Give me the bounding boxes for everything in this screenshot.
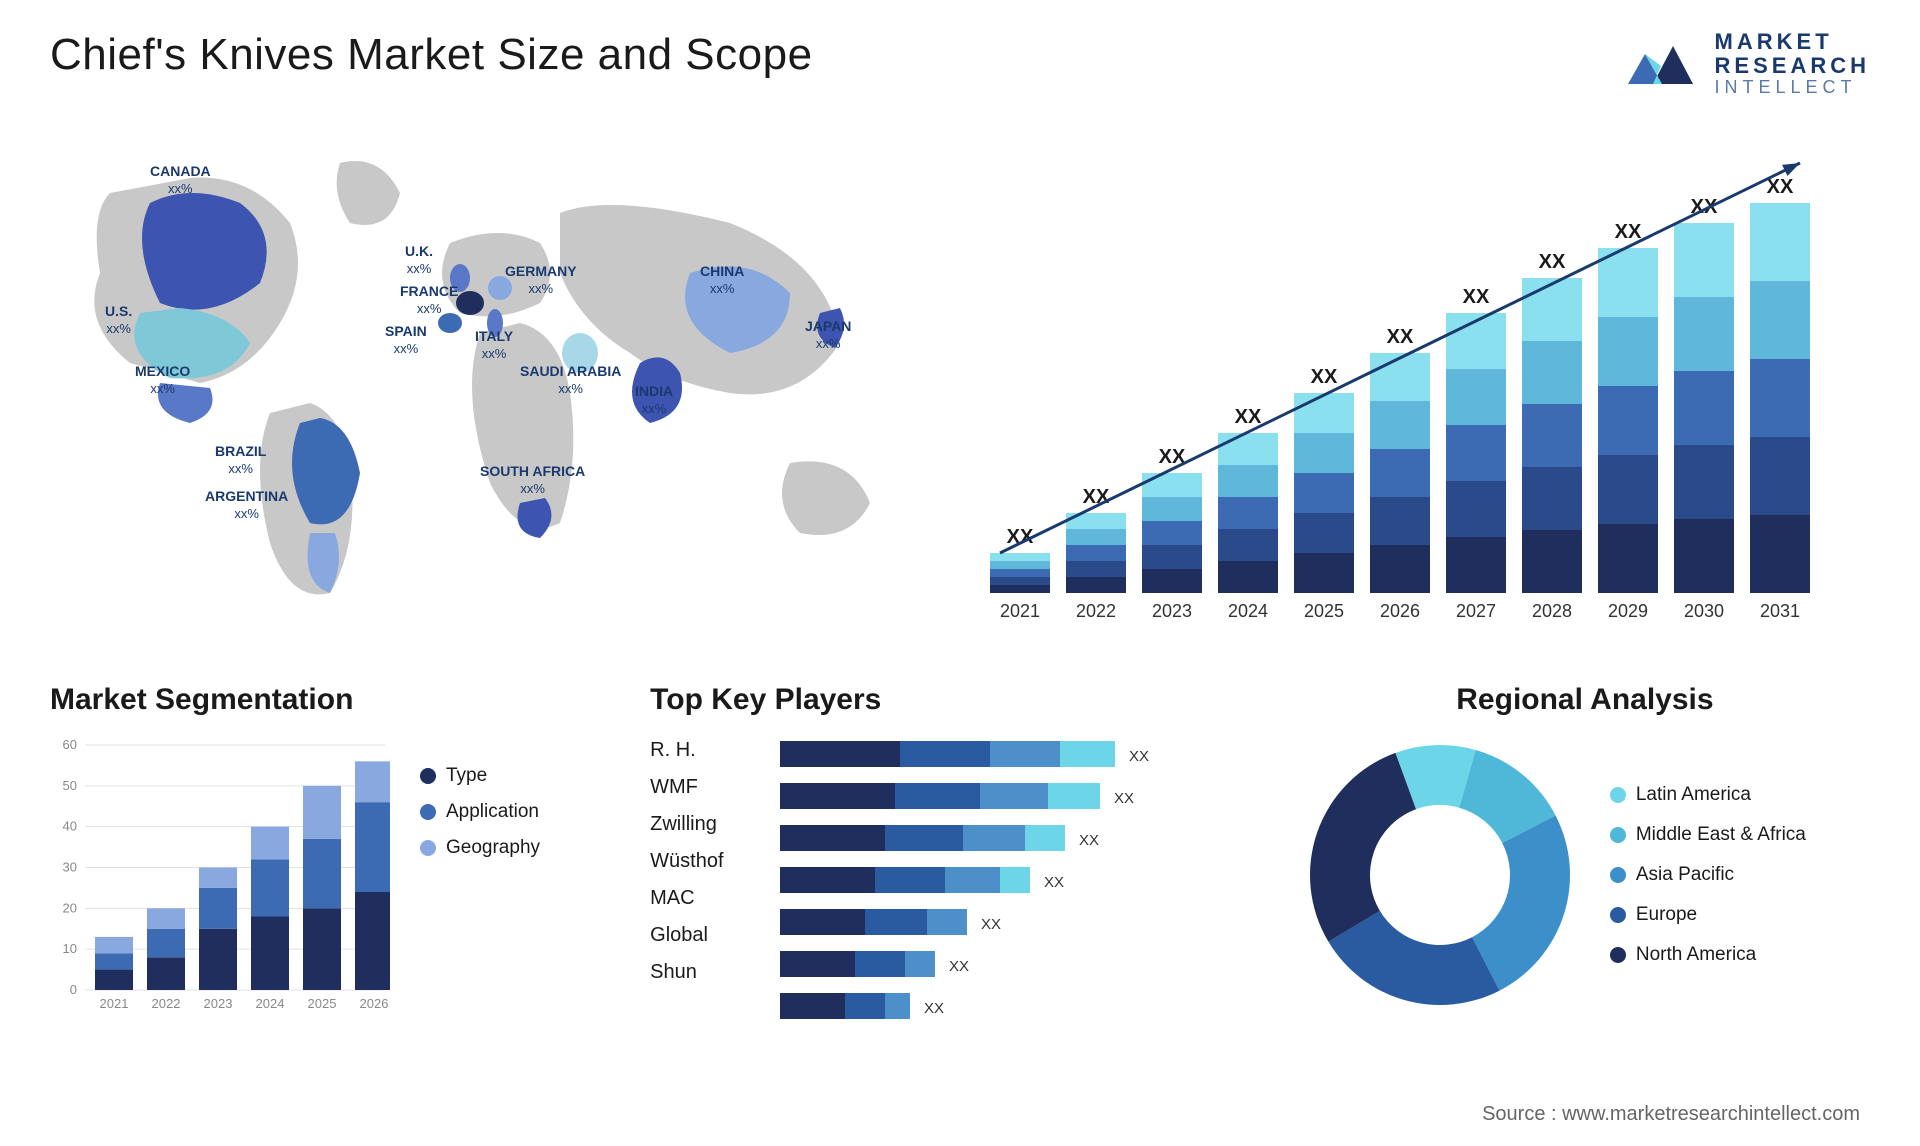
map-label: ARGENTINAxx% bbox=[205, 488, 288, 522]
map-label: SAUDI ARABIAxx% bbox=[520, 363, 621, 397]
svg-text:2022: 2022 bbox=[1076, 601, 1116, 621]
svg-text:50: 50 bbox=[63, 778, 77, 793]
svg-text:XX: XX bbox=[1114, 790, 1134, 807]
svg-text:XX: XX bbox=[1235, 406, 1262, 428]
svg-text:2026: 2026 bbox=[1380, 601, 1420, 621]
svg-text:2025: 2025 bbox=[308, 996, 337, 1011]
svg-text:2021: 2021 bbox=[100, 996, 129, 1011]
regional-title: Regional Analysis bbox=[1300, 683, 1870, 717]
player-name: Zwilling bbox=[650, 813, 760, 836]
svg-text:2023: 2023 bbox=[1152, 601, 1192, 621]
svg-text:XX: XX bbox=[924, 1000, 944, 1017]
map-label: CANADAxx% bbox=[150, 163, 211, 197]
svg-text:20: 20 bbox=[63, 901, 77, 916]
logo-line2: RESEARCH bbox=[1715, 54, 1870, 78]
svg-text:XX: XX bbox=[1044, 874, 1064, 891]
svg-text:2025: 2025 bbox=[1304, 601, 1344, 621]
map-label: SPAINxx% bbox=[385, 323, 427, 357]
legend-item: Latin America bbox=[1610, 784, 1806, 806]
svg-text:2031: 2031 bbox=[1760, 601, 1800, 621]
players-chart: XX XX XX XX XX XX XX bbox=[780, 735, 1270, 1035]
segmentation-chart: 0 10 20 30 40 50 60 2021 2022 2023 2024 2025 2026 bbox=[50, 735, 390, 1015]
legend-item: Asia Pacific bbox=[1610, 864, 1806, 886]
segmentation-title: Market Segmentation bbox=[50, 683, 620, 717]
svg-text:XX: XX bbox=[1767, 176, 1794, 198]
svg-text:XX: XX bbox=[1311, 366, 1338, 388]
svg-text:2023: 2023 bbox=[204, 996, 233, 1011]
map-label: U.S.xx% bbox=[105, 303, 132, 337]
svg-text:2027: 2027 bbox=[1456, 601, 1496, 621]
segmentation-legend: Type Application Geography bbox=[420, 735, 540, 1015]
map-label: ITALYxx% bbox=[475, 328, 513, 362]
page-title: Chief's Knives Market Size and Scope bbox=[50, 30, 813, 80]
legend-item: Application bbox=[420, 801, 540, 823]
svg-text:2021: 2021 bbox=[1000, 601, 1040, 621]
map-label: SOUTH AFRICAxx% bbox=[480, 463, 585, 497]
svg-text:2024: 2024 bbox=[1228, 601, 1268, 621]
svg-text:40: 40 bbox=[63, 819, 77, 834]
world-map: CANADAxx% U.S.xx%MEXICOxx% BRAZILxx% ARGENT… bbox=[50, 123, 930, 643]
svg-text:2026: 2026 bbox=[360, 996, 389, 1011]
svg-text:XX: XX bbox=[1079, 832, 1099, 849]
svg-text:XX: XX bbox=[1615, 221, 1642, 243]
source-footer: Source : www.marketresearchintellect.com bbox=[1482, 1103, 1860, 1126]
player-name: Shun bbox=[650, 961, 760, 984]
svg-text:2028: 2028 bbox=[1532, 601, 1572, 621]
svg-text:2029: 2029 bbox=[1608, 601, 1648, 621]
svg-text:XX: XX bbox=[1129, 748, 1149, 765]
players-title: Top Key Players bbox=[650, 683, 1270, 717]
player-name: WMF bbox=[650, 776, 760, 799]
regional-legend: Latin America Middle East & Africa Asia Pa… bbox=[1610, 784, 1806, 966]
map-label: JAPANxx% bbox=[805, 318, 851, 352]
player-name: MAC bbox=[650, 887, 760, 910]
logo-line3: INTELLECT bbox=[1715, 78, 1870, 98]
legend-item: Middle East & Africa bbox=[1610, 824, 1806, 846]
svg-text:2022: 2022 bbox=[152, 996, 181, 1011]
map-label: U.K.xx% bbox=[405, 243, 433, 277]
logo-line1: MARKET bbox=[1715, 30, 1870, 54]
svg-text:XX: XX bbox=[1539, 251, 1566, 273]
brand-logo: MARKET RESEARCH INTELLECT bbox=[1623, 30, 1870, 98]
map-label: MEXICOxx% bbox=[135, 363, 190, 397]
player-name: R. H. bbox=[650, 739, 760, 762]
map-label: FRANCExx% bbox=[400, 283, 458, 317]
svg-text:60: 60 bbox=[63, 737, 77, 752]
svg-text:2024: 2024 bbox=[256, 996, 285, 1011]
map-label: CHINAxx% bbox=[700, 263, 744, 297]
legend-item: Geography bbox=[420, 837, 540, 859]
legend-item: North America bbox=[1610, 944, 1806, 966]
svg-text:0: 0 bbox=[70, 982, 77, 997]
player-name: Global bbox=[650, 924, 760, 947]
svg-text:10: 10 bbox=[63, 941, 77, 956]
player-names: R. H. WMF Zwilling Wüsthof MAC Global Shun bbox=[650, 735, 760, 1035]
svg-text:XX: XX bbox=[1387, 326, 1414, 348]
hero-bar-chart: XX 2021 XX 2022 XX 2023 XX 2024 XX 2025 XX 2026 XX 20… bbox=[970, 123, 1870, 643]
logo-icon bbox=[1623, 34, 1703, 94]
map-label: INDIAxx% bbox=[635, 383, 673, 417]
map-label: GERMANYxx% bbox=[505, 263, 577, 297]
svg-text:2030: 2030 bbox=[1684, 601, 1724, 621]
svg-text:XX: XX bbox=[949, 958, 969, 975]
player-name: Wüsthof bbox=[650, 850, 760, 873]
map-label: BRAZILxx% bbox=[215, 443, 266, 477]
svg-text:XX: XX bbox=[981, 916, 1001, 933]
legend-item: Type bbox=[420, 765, 540, 787]
svg-text:30: 30 bbox=[63, 860, 77, 875]
svg-text:XX: XX bbox=[1463, 286, 1490, 308]
regional-donut bbox=[1300, 735, 1580, 1015]
legend-item: Europe bbox=[1610, 904, 1806, 926]
